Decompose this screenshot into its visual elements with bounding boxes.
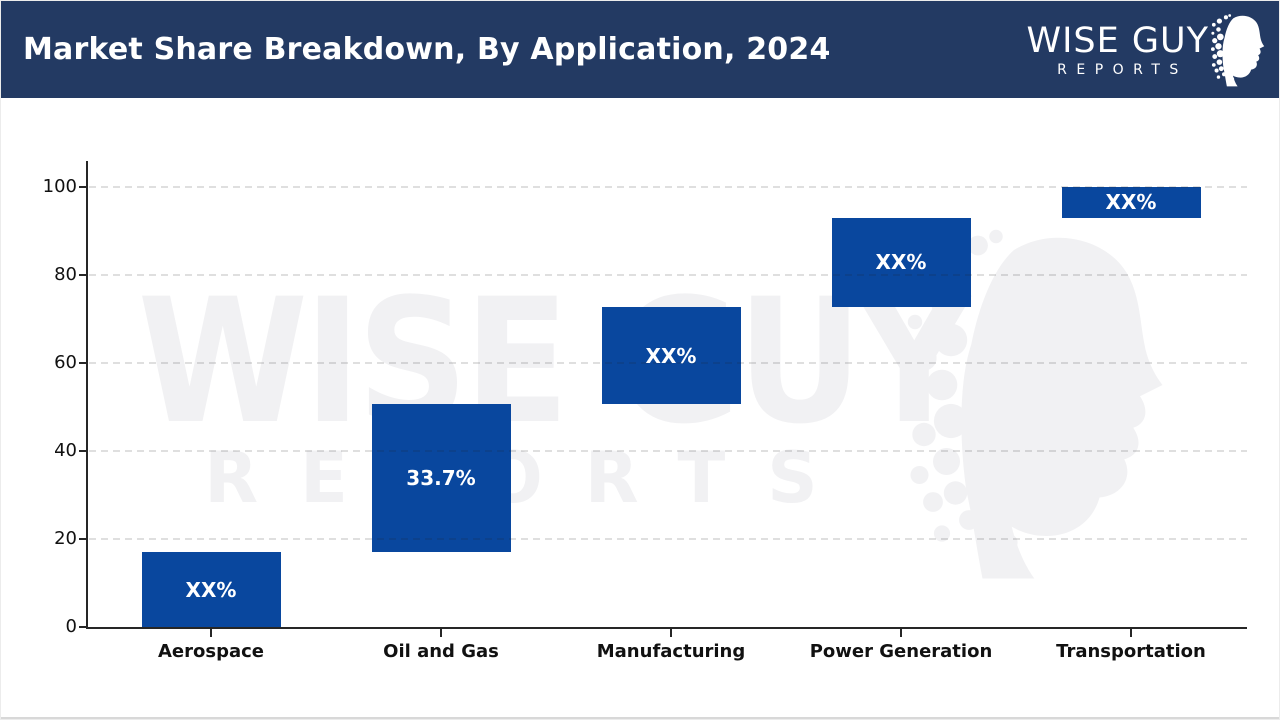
x-tick-mark <box>440 629 442 637</box>
bar-aerospace <box>141 552 281 627</box>
bar-value-label: XX% <box>1105 190 1157 215</box>
gridline <box>89 362 1247 364</box>
logo-brand-text: WISE GUY <box>1026 20 1209 61</box>
page-title: Market Share Breakdown, By Application, … <box>23 32 831 67</box>
logo-sub-text: REPORTS <box>1057 62 1188 79</box>
y-tick-mark <box>79 450 87 452</box>
x-tick-mark <box>900 629 902 637</box>
y-tick-label: 60 <box>54 352 77 373</box>
y-tick-label: 80 <box>54 264 77 285</box>
x-tick-mark <box>670 629 672 637</box>
y-tick-mark <box>79 626 87 628</box>
watermark-face-profile-icon <box>906 229 1163 579</box>
bar-manufacturing <box>601 307 741 404</box>
x-axis-label-power-generation: Power Generation <box>809 641 993 662</box>
bar-value-label: XX% <box>185 577 237 602</box>
gridline <box>89 450 1247 452</box>
x-axis-spine <box>86 627 1247 629</box>
x-tick-mark <box>210 629 212 637</box>
x-axis-label-transportation: Transportation <box>1056 641 1206 662</box>
gridline <box>89 274 1247 276</box>
gridline <box>89 538 1247 540</box>
bar-oil-and-gas <box>371 403 511 553</box>
y-tick-label: 20 <box>54 528 77 549</box>
gridline <box>89 186 1247 188</box>
bar-value-label: XX% <box>875 250 927 275</box>
y-tick-mark <box>79 186 87 188</box>
y-tick-mark <box>79 362 87 364</box>
y-tick-label: 0 <box>65 616 77 637</box>
x-axis-label-manufacturing: Manufacturing <box>596 641 746 662</box>
y-tick-label: 40 <box>54 440 77 461</box>
x-tick-mark <box>1130 629 1132 637</box>
y-tick-mark <box>79 274 87 276</box>
bar-value-label: XX% <box>645 343 697 368</box>
bar-power-generation <box>831 217 971 308</box>
bar-value-label: 33.7% <box>406 466 476 491</box>
footer-divider <box>1 717 1279 719</box>
header-bar: Market Share Breakdown, By Application, … <box>1 1 1279 98</box>
wiseguy-logo: WISE GUY REPORTS <box>1026 7 1267 93</box>
watermark-sub-text: REPORTS <box>204 437 860 519</box>
y-tick-mark <box>79 538 87 540</box>
logo-face-profile-icon <box>1211 14 1265 87</box>
x-axis-label-oil-and-gas: Oil and Gas <box>383 641 499 662</box>
x-axis-label-aerospace: Aerospace <box>157 641 264 662</box>
bar-transportation <box>1061 187 1201 218</box>
logo-text: WISE GUY REPORTS <box>1026 22 1209 79</box>
y-tick-label: 100 <box>42 176 77 197</box>
y-axis-spine <box>86 161 88 629</box>
